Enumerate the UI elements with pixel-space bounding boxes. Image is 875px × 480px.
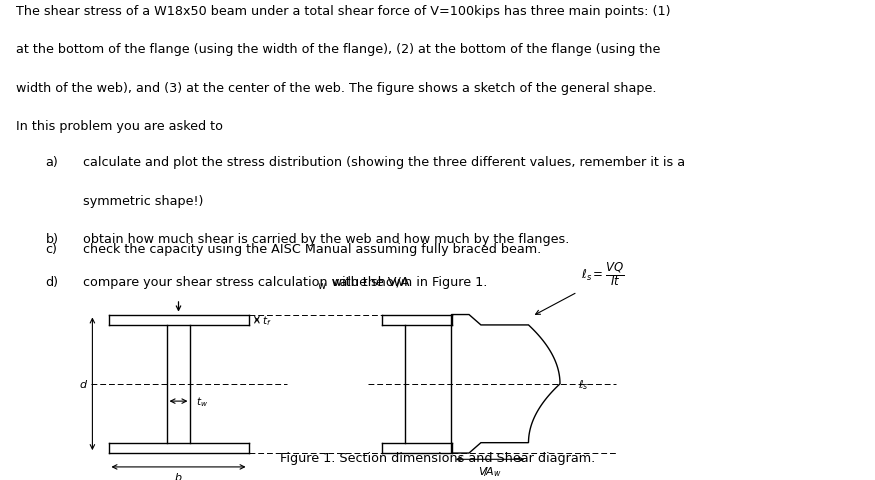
Text: check the capacity using the AISC Manual assuming fully braced beam.: check the capacity using the AISC Manual… <box>83 243 542 256</box>
Text: b: b <box>175 472 182 480</box>
Text: symmetric shape!): symmetric shape!) <box>83 194 204 207</box>
Text: In this problem you are asked to: In this problem you are asked to <box>16 120 223 133</box>
Text: a): a) <box>46 156 59 169</box>
Text: Figure 1. Section dimensions and Shear diagram.: Figure 1. Section dimensions and Shear d… <box>280 451 595 465</box>
Text: $t_w$: $t_w$ <box>196 395 208 408</box>
Text: calculate and plot the stress distribution (showing the three different values, : calculate and plot the stress distributi… <box>83 156 685 169</box>
Text: at the bottom of the flange (using the width of the flange), (2) at the bottom o: at the bottom of the flange (using the w… <box>16 43 660 56</box>
Text: c): c) <box>46 243 58 256</box>
Text: value shown in Figure 1.: value shown in Figure 1. <box>327 276 487 289</box>
Text: d): d) <box>46 276 59 289</box>
Text: d: d <box>80 379 87 389</box>
Text: $t_f$: $t_f$ <box>262 313 271 327</box>
Text: b): b) <box>46 233 59 246</box>
Text: The shear stress of a W18x50 beam under a total shear force of V=100kips has thr: The shear stress of a W18x50 beam under … <box>16 5 670 18</box>
Text: width of the web), and (3) at the center of the web. The figure shows a sketch o: width of the web), and (3) at the center… <box>16 82 656 95</box>
Text: $V\!/\!A_w$: $V\!/\!A_w$ <box>478 464 502 478</box>
Text: $\ell_s$: $\ell_s$ <box>578 377 588 391</box>
Text: $\ell_s = \dfrac{VQ}{It}$: $\ell_s = \dfrac{VQ}{It}$ <box>581 260 625 287</box>
Text: w: w <box>317 280 326 290</box>
Text: compare your shear stress calculation with the V/A: compare your shear stress calculation wi… <box>83 276 410 289</box>
Text: obtain how much shear is carried by the web and how much by the flanges.: obtain how much shear is carried by the … <box>83 233 570 246</box>
